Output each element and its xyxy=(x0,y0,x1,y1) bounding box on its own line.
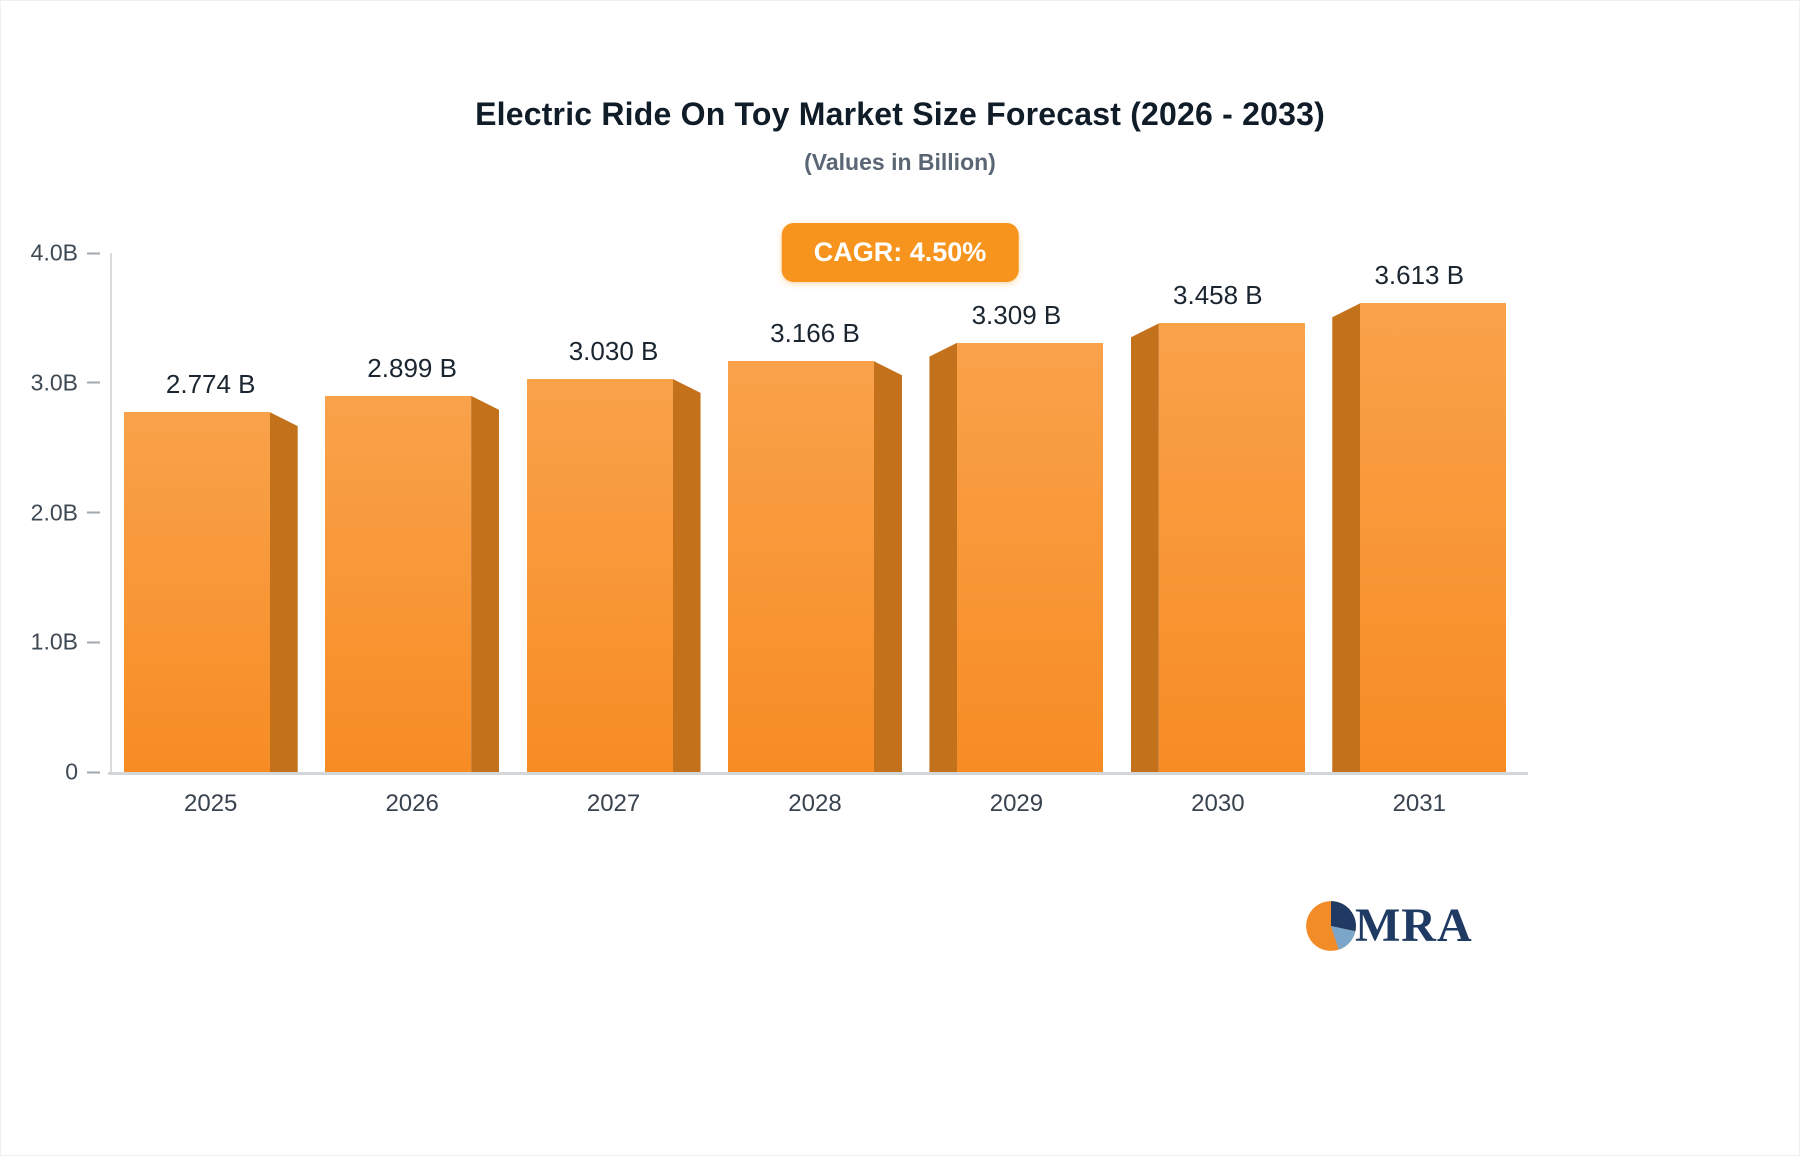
logo-text: MRA xyxy=(1355,899,1473,952)
y-tick-mark xyxy=(87,381,100,384)
bar-side-face xyxy=(269,412,298,772)
bar-value-label: 2.899 B xyxy=(367,352,457,383)
y-tick-label: 3.0B xyxy=(30,369,78,396)
brand-logo: MRA xyxy=(1305,898,1473,953)
bar-group: 3.309 B 2029 xyxy=(916,253,1117,817)
y-tick-mark xyxy=(87,771,100,773)
x-axis-line xyxy=(108,772,1528,775)
bar-2027: 3.030 B xyxy=(526,336,701,772)
bar-main-face xyxy=(1158,323,1305,772)
y-axis-tick: 1.0B xyxy=(30,629,100,656)
bar-value-label: 3.166 B xyxy=(770,318,860,349)
y-axis-tick: 2.0B xyxy=(30,499,100,526)
x-axis-label: 2027 xyxy=(586,790,641,817)
y-tick-label: 4.0B xyxy=(30,239,78,266)
y-axis-tick: 4.0B xyxy=(30,240,100,267)
bar-main-face xyxy=(957,342,1104,772)
bar-2026: 2.899 B xyxy=(325,353,500,772)
bar-side-face xyxy=(1332,303,1361,772)
bar-group: 3.613 B 2031 xyxy=(1319,253,1520,817)
logo-pie-icon xyxy=(1306,900,1356,951)
bar-2029: 3.309 B xyxy=(929,300,1104,772)
x-axis-label: 2026 xyxy=(385,790,439,817)
bar-group: 3.166 B 2028 xyxy=(714,253,915,817)
bar-main-face xyxy=(727,361,874,772)
bar-side-face xyxy=(873,361,902,772)
chart-subtitle: (Values in Billion) xyxy=(804,149,996,175)
bar-2028: 3.166 B xyxy=(727,318,902,772)
bar-value-label: 3.458 B xyxy=(1173,280,1263,311)
bar-main-face xyxy=(325,395,472,772)
bar-2025: 2.774 B xyxy=(123,369,298,772)
plot-area: 4.0B 3.0B 2.0B 1.0B 0 2.774 B 2025 2.899 B 2026 3… xyxy=(31,240,1528,817)
y-tick-label: 2.0B xyxy=(30,499,78,525)
bar-main-face xyxy=(526,378,673,772)
x-axis-label: 2025 xyxy=(184,790,238,817)
y-axis-line xyxy=(110,253,112,772)
cagr-badge: CAGR: 4.50% xyxy=(781,223,1019,282)
y-tick-mark xyxy=(87,511,100,514)
y-tick-label: 0 xyxy=(65,758,78,785)
y-tick-mark xyxy=(87,252,100,254)
bar-value-label: 3.613 B xyxy=(1374,260,1465,291)
y-axis-tick: 0 xyxy=(30,759,100,786)
chart-title: Electric Ride On Toy Market Size Forecas… xyxy=(475,96,1325,132)
bar-2030: 3.458 B xyxy=(1130,280,1305,772)
x-axis-label: 2028 xyxy=(788,790,842,817)
bar-side-face xyxy=(929,342,958,772)
y-axis-tick: 3.0B xyxy=(30,369,100,396)
bar-main-face xyxy=(1360,303,1507,772)
bar-group: 3.458 B 2030 xyxy=(1117,253,1318,817)
bar-group: 2.899 B 2026 xyxy=(311,253,512,817)
bar-value-label: 3.309 B xyxy=(971,299,1062,330)
bar-side-face xyxy=(1130,323,1159,772)
bar-main-face xyxy=(123,412,270,772)
bar-2031: 3.613 B xyxy=(1332,260,1507,772)
bar-group: 2.774 B 2025 xyxy=(110,253,311,817)
x-axis-label: 2031 xyxy=(1392,790,1446,817)
bar-value-label: 3.030 B xyxy=(568,335,659,366)
bar-side-face xyxy=(471,395,500,772)
x-axis-label: 2029 xyxy=(989,790,1044,817)
bar-value-label: 2.774 B xyxy=(165,369,256,400)
x-axis-label: 2030 xyxy=(1191,790,1245,817)
y-tick-mark xyxy=(87,641,100,644)
bar-group: 3.030 B 2027 xyxy=(513,253,714,817)
bar-side-face xyxy=(672,378,701,772)
y-tick-label: 1.0B xyxy=(30,628,78,655)
